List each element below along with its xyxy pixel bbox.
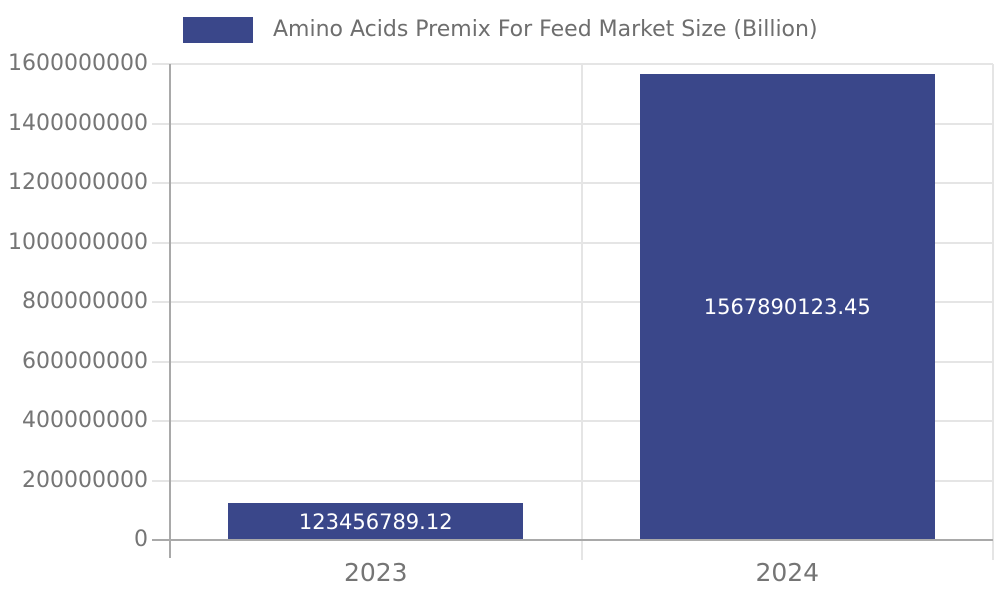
y-axis-tick-label: 1200000000 [8,170,148,195]
x-axis-line [152,539,993,541]
gridline-vertical [992,64,994,560]
y-axis-tick-label: 1000000000 [8,229,148,255]
gridline-horizontal [152,479,993,482]
gridline-vertical [580,64,583,560]
y-axis-tick-label: 600000000 [22,348,148,374]
y-axis-tick-label: 1600000000 [8,51,148,76]
gridline-horizontal [152,241,993,244]
bar-value-label: 1567890123.45 [703,294,871,319]
bar-2024: 1567890123.45 [639,73,935,540]
gridline-horizontal [152,122,993,125]
y-axis-tick-label: 800000000 [22,289,148,314]
bar-value-label: 123456789.12 [298,509,453,534]
gridline-horizontal [152,360,993,363]
gridline-horizontal [152,63,993,65]
x-axis-tick-label: 2024 [755,558,820,587]
y-axis-line [169,64,171,558]
y-axis-tick-label: 0 [134,527,148,552]
legend-swatch [183,17,253,43]
legend-label: Amino Acids Premix For Feed Market Size … [273,17,818,42]
bar-2023: 123456789.12 [228,503,524,540]
gridline-horizontal [152,301,993,303]
y-axis-tick-label: 200000000 [22,467,148,493]
gridline-horizontal [152,182,993,184]
gridline-horizontal [152,420,993,422]
legend: Amino Acids Premix For Feed Market Size … [183,17,818,43]
y-axis-tick-label: 1400000000 [8,110,148,136]
x-axis-tick-label: 2023 [343,558,408,587]
y-axis-tick-label: 400000000 [22,408,148,433]
